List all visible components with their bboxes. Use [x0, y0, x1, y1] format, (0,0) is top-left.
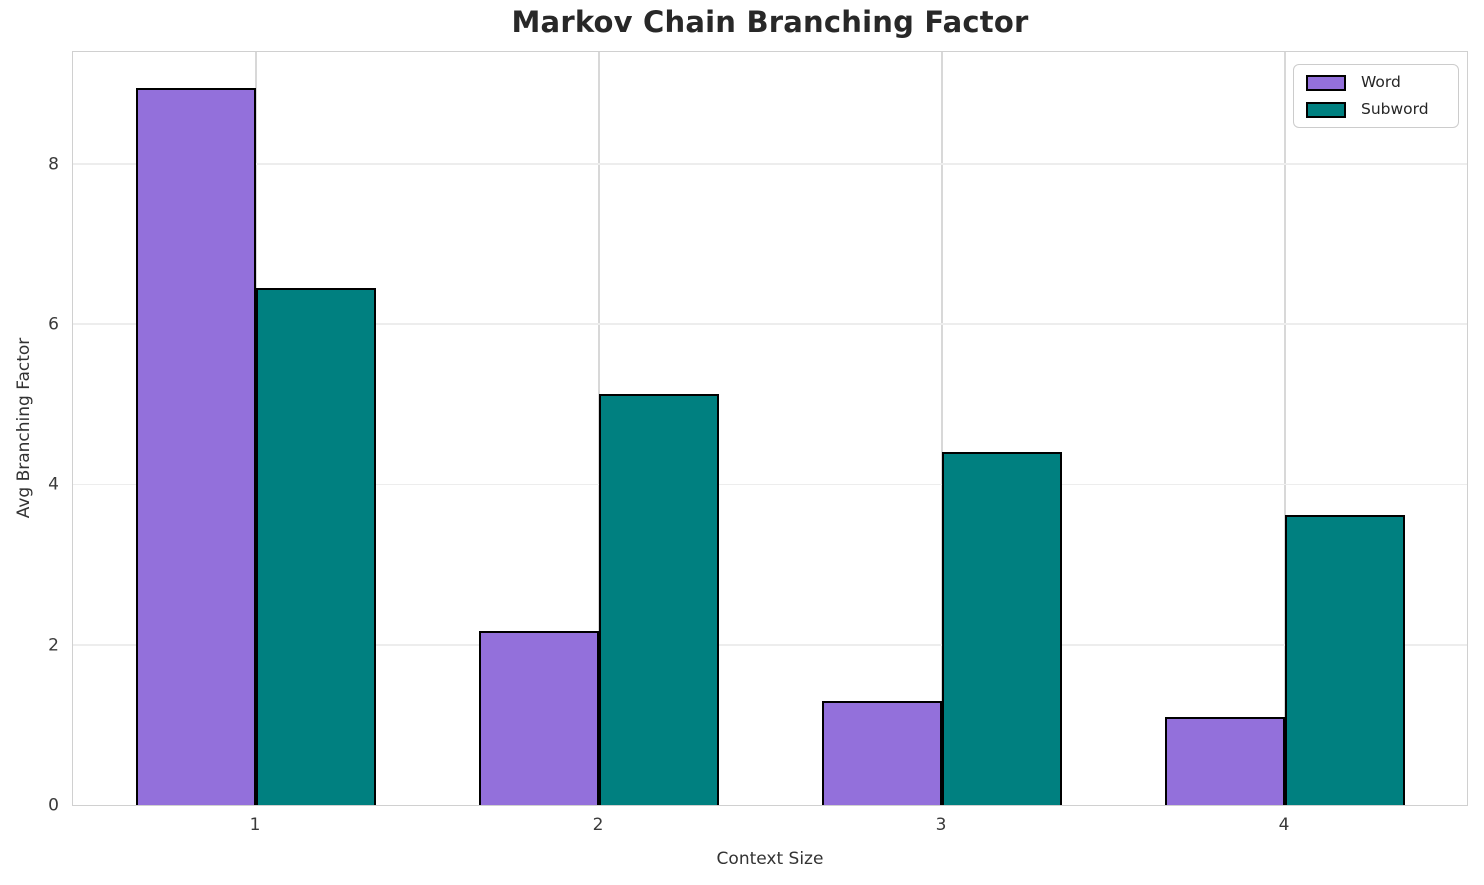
horizontal-gridline-2	[73, 643, 1467, 646]
bar-subword-4	[1285, 514, 1405, 805]
horizontal-gridline-4	[73, 483, 1467, 486]
bar-word-3	[822, 700, 942, 805]
vertical-gridline-2	[598, 52, 600, 805]
y-tick-label-0: 0	[48, 795, 59, 816]
legend-swatch-word-icon	[1306, 74, 1346, 91]
x-tick-label-1: 1	[249, 815, 261, 835]
horizontal-gridline-6	[73, 323, 1467, 325]
legend-item-word: Word	[1306, 73, 1448, 93]
x-tick-label-2: 2	[592, 815, 604, 835]
y-tick-label-2: 2	[48, 635, 59, 656]
legend-swatch-subword-icon	[1306, 101, 1346, 118]
legend-label-word: Word	[1361, 72, 1401, 91]
bar-word-1	[136, 87, 256, 805]
x-axis-label: Context Size	[716, 849, 824, 869]
vertical-gridline-3	[941, 52, 943, 805]
bar-word-2	[479, 631, 599, 805]
legend-label-subword: Subword	[1361, 99, 1429, 118]
bar-subword-2	[599, 393, 719, 805]
horizontal-gridline-8	[73, 163, 1467, 165]
bar-word-4	[1165, 716, 1285, 805]
x-tick-label-3: 3	[935, 815, 947, 835]
bar-subword-1	[256, 288, 376, 805]
y-tick-label-6: 6	[48, 314, 59, 335]
plot-area	[72, 51, 1468, 806]
x-tick-label-4: 4	[1278, 815, 1290, 835]
legend: Word Subword	[1293, 64, 1459, 128]
legend-item-subword: Subword	[1306, 100, 1448, 120]
y-tick-label-8: 8	[48, 154, 59, 175]
chart-title: Markov Chain Branching Factor	[511, 5, 1029, 39]
bar-subword-3	[942, 451, 1062, 805]
vertical-gridline-4	[1284, 52, 1286, 805]
y-tick-label-4: 4	[48, 474, 59, 495]
